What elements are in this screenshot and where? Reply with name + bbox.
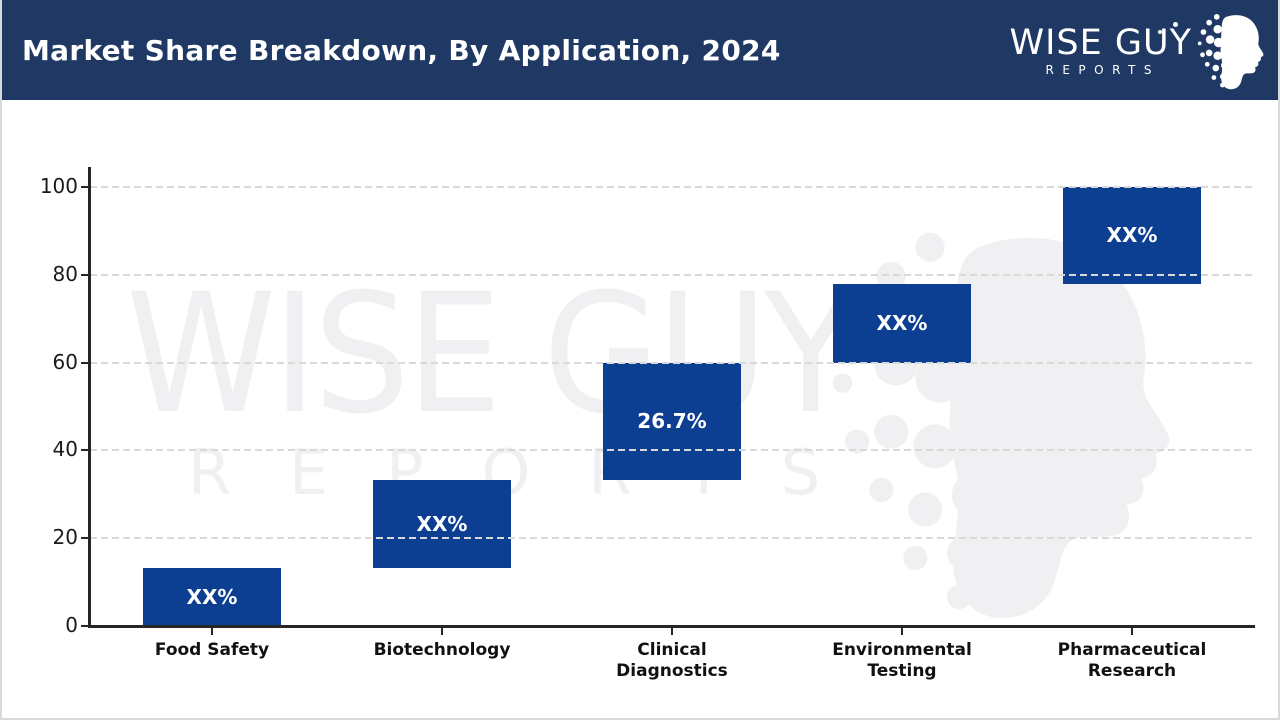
logo-accent-dot (1158, 30, 1162, 34)
y-tick-label: 20 (52, 525, 78, 550)
y-tick-label: 0 (65, 613, 78, 637)
bar-segment (143, 567, 281, 626)
y-axis-line (88, 167, 91, 628)
x-category-label: Environmental Testing (832, 640, 972, 681)
page-title: Market Share Breakdown, By Application, … (22, 33, 781, 67)
brand-logo-text: WISE GUY REPORTS (1009, 25, 1192, 77)
y-axis-tick (81, 186, 89, 188)
x-axis-tick (441, 627, 443, 635)
x-category-label: Food Safety (154, 640, 270, 660)
y-axis-tick (81, 625, 89, 627)
brand-reports-text: REPORTS (1045, 62, 1160, 77)
header-bar: Market Share Breakdown, By Application, … (2, 0, 1278, 100)
x-category-label: Pharmaceutical Research (1057, 640, 1207, 681)
dotted-face-profile-icon (1197, 14, 1264, 90)
bar-value-label: XX% (876, 311, 928, 336)
gridline (90, 186, 1255, 188)
watermark-wordmark: WISE GUY (126, 258, 857, 450)
bar-value-label: XX% (416, 511, 468, 536)
bar-segment (603, 362, 741, 480)
gridline (90, 361, 1255, 364)
y-axis-tick (81, 537, 89, 540)
y-axis-tick (81, 449, 89, 452)
y-tick-label: 100 (39, 174, 78, 198)
bar-value-label: XX% (1106, 223, 1158, 248)
x-axis-tick (1131, 627, 1133, 635)
x-axis-tick (901, 627, 903, 635)
brand-logo: WISE GUY REPORTS (1009, 6, 1266, 96)
y-tick-label: 80 (52, 261, 78, 286)
x-axis-line (88, 625, 1255, 628)
x-axis-tick (211, 627, 213, 635)
gridline (90, 273, 1255, 276)
bar-value-label: XX% (186, 584, 238, 609)
brand-wordmark: WISE GUY (1009, 23, 1192, 64)
bar-segment (1063, 187, 1201, 284)
y-tick-label: 60 (52, 349, 78, 374)
bar-value-label: 26.7% (637, 409, 707, 434)
y-axis-tick (81, 273, 89, 276)
bar-segment (373, 479, 511, 568)
x-category-label: Clinical Diagnostics (616, 640, 728, 681)
y-tick-label: 40 (52, 437, 78, 462)
gridline (90, 537, 1255, 540)
y-axis-tick (81, 361, 89, 364)
x-category-label: Biotechnology (373, 640, 511, 660)
dotted-face-profile-watermark (808, 218, 1188, 630)
gridline (90, 449, 1255, 452)
logo-accent-dot (1173, 22, 1178, 27)
bar-segment (833, 283, 971, 363)
x-axis-tick (671, 627, 673, 635)
